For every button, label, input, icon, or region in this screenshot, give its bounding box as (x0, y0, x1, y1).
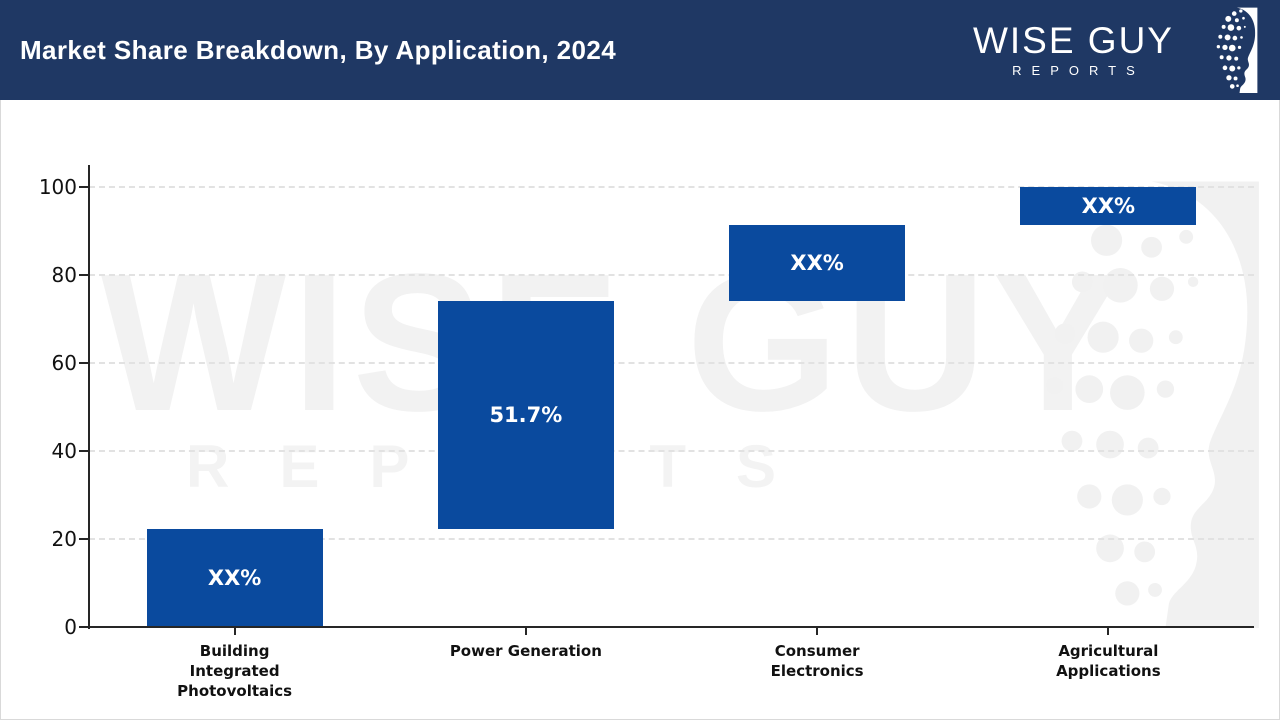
category-label: Consumer Electronics (770, 642, 864, 680)
bar-segment: 51.7% (437, 301, 614, 529)
gridline (89, 186, 1254, 188)
bar-segment: XX% (146, 528, 323, 627)
brand-logo: WISE GUY REPORTS (973, 7, 1258, 93)
x-tick-mark (816, 628, 819, 635)
y-axis-line (88, 165, 90, 629)
category-label: Agricultural Applications (1056, 642, 1161, 680)
watermark-dot-face-icon (1046, 181, 1259, 628)
category-label: Power Generation (449, 642, 602, 660)
x-tick-mark (233, 628, 236, 635)
x-tick-mark (1107, 628, 1110, 635)
y-tick-mark (79, 186, 89, 188)
brand-logo-text: WISE GUY REPORTS (973, 22, 1174, 78)
chart-title: Market Share Breakdown, By Application, … (20, 34, 617, 65)
bar-value-label: XX% (790, 251, 844, 276)
brand-subname: REPORTS (1012, 63, 1145, 78)
gridline (89, 362, 1254, 364)
bar-value-label: 51.7% (489, 403, 563, 428)
gridline (89, 538, 1254, 540)
x-tick-mark (524, 628, 527, 635)
y-tick-label: 20 (51, 527, 77, 551)
y-tick-label: 0 (64, 615, 77, 639)
bar-segment: XX% (729, 225, 906, 302)
brand-name: WISE GUY (972, 20, 1174, 61)
gridline (89, 450, 1254, 452)
y-tick-mark (79, 362, 89, 364)
y-tick-label: 60 (51, 351, 77, 375)
bar-value-label: XX% (1081, 194, 1136, 219)
y-tick-label: 40 (51, 439, 77, 463)
header-bar: Market Share Breakdown, By Application, … (0, 0, 1280, 100)
dot-face-icon (1216, 7, 1258, 93)
bar-segment: XX% (1020, 187, 1197, 226)
y-tick-label: 80 (51, 263, 77, 287)
y-tick-mark (79, 538, 89, 540)
y-tick-mark (79, 274, 89, 276)
x-axis-line (88, 626, 1254, 628)
y-tick-label: 100 (38, 175, 77, 199)
gridline (89, 274, 1254, 276)
y-tick-mark (79, 626, 89, 628)
category-label: Building Integrated Photovoltaics (177, 642, 293, 700)
y-tick-mark (79, 450, 89, 452)
bar-value-label: XX% (207, 565, 262, 590)
